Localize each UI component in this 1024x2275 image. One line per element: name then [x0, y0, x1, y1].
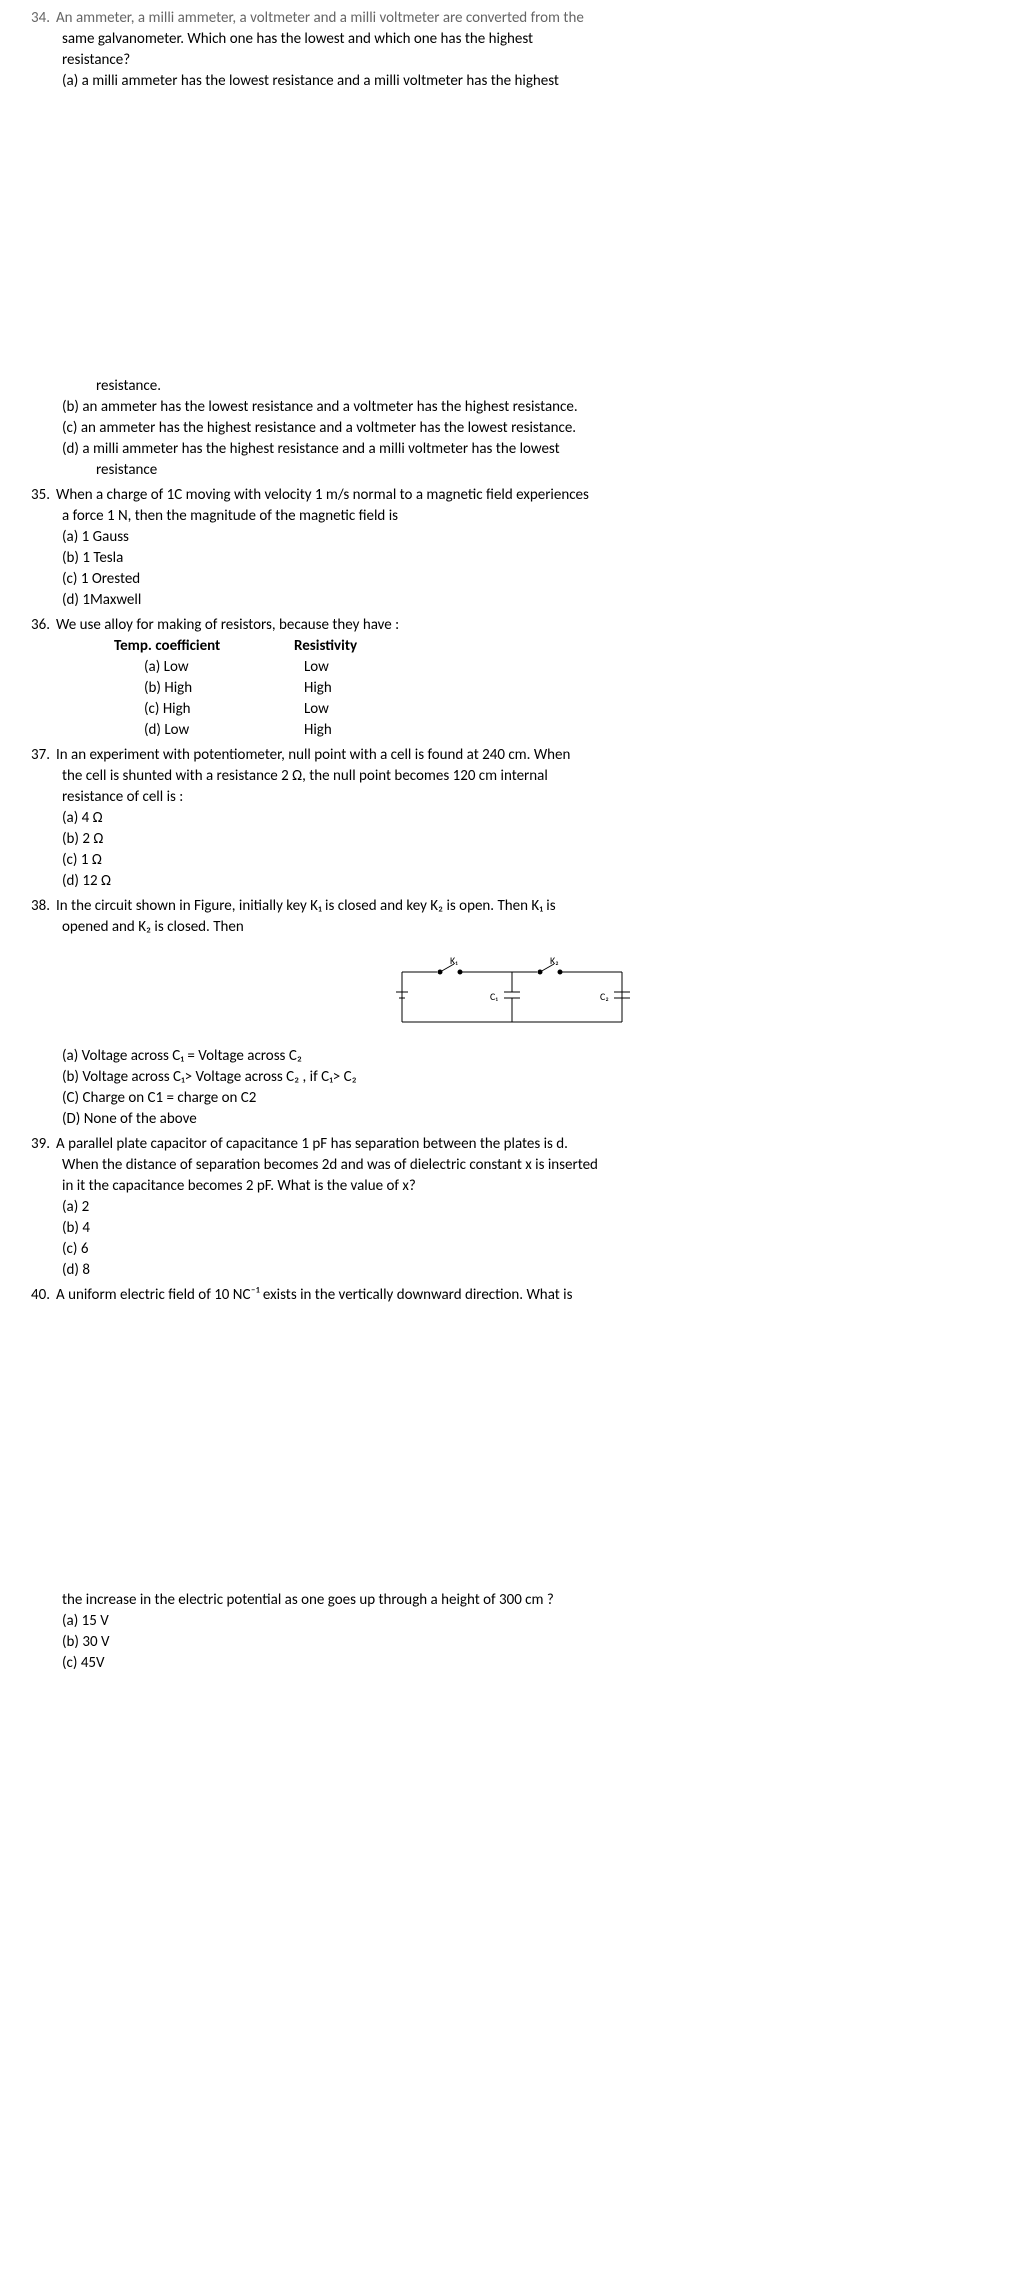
q36-row-b-c1: (b) High [114, 678, 294, 699]
q37-text-line1: In an experiment with potentiometer, nul… [56, 745, 1000, 766]
question-34: 34. An ammeter, a milli ammeter, a voltm… [24, 8, 1000, 92]
q35-number: 35. [24, 485, 56, 506]
q39-option-a: (a) 2 [62, 1197, 1000, 1218]
q40-text-line2: the increase in the electric potential a… [62, 1590, 1000, 1611]
q37-option-a: (a) 4 Ω [62, 808, 1000, 829]
q36-header-1: Temp. coefficient [114, 636, 294, 657]
q38-option-b: (b) Voltage across C₁> Voltage across C₂… [62, 1067, 1000, 1088]
q39-text-line1: A parallel plate capacitor of capacitanc… [56, 1134, 1000, 1155]
q37-option-d: (d) 12 Ω [62, 871, 1000, 892]
q36-row-c-c1: (c) High [114, 699, 294, 720]
circuit-diagram-icon: K₁ K₂ C₁ C₂ [382, 952, 642, 1032]
page-gap-2 [24, 1310, 1000, 1590]
q35-option-c: (c) 1 Orested [62, 569, 1000, 590]
q34-text-line2: same galvanometer. Which one has the low… [62, 29, 1000, 50]
q34-number: 34. [24, 8, 56, 29]
q40-option-c: (c) 45V [62, 1653, 1000, 1674]
q39-text-line3: in it the capacitance becomes 2 pF. What… [62, 1176, 1000, 1197]
q38-text-line2: opened and K₂ is closed. Then [62, 917, 1000, 938]
q39-option-b: (b) 4 [62, 1218, 1000, 1239]
question-40: 40. A uniform electric field of 10 NC⁻¹ … [24, 1285, 1000, 1306]
q34-option-a: (a) a milli ammeter has the lowest resis… [62, 71, 1000, 92]
q36-row-b-c2: High [294, 678, 434, 699]
q37-option-b: (b) 2 Ω [62, 829, 1000, 850]
question-38: 38. In the circuit shown in Figure, init… [24, 896, 1000, 1130]
question-34-continued: resistance. (b) an ammeter has the lowes… [24, 376, 1000, 481]
q40-option-a: (a) 15 V [62, 1611, 1000, 1632]
q34-option-d-cont: resistance [96, 460, 1000, 481]
q35-option-d: (d) 1Maxwell [62, 590, 1000, 611]
q36-row-c-c2: Low [294, 699, 434, 720]
q34-option-a-cont: resistance. [96, 376, 1000, 397]
q38-number: 38. [24, 896, 56, 917]
q36-number: 36. [24, 615, 56, 636]
fig-label-k2: K₂ [550, 954, 559, 967]
q37-text-line2: the cell is shunted with a resistance 2 … [62, 766, 1000, 787]
q36-header-2: Resistivity [294, 636, 434, 657]
question-37: 37. In an experiment with potentiometer,… [24, 745, 1000, 892]
q40-text-line1: A uniform electric field of 10 NC⁻¹ exis… [56, 1285, 1000, 1306]
fig-label-k1: K₁ [450, 954, 458, 967]
q36-row-a-c1: (a) Low [114, 657, 294, 678]
q34-option-d: (d) a milli ammeter has the highest resi… [62, 439, 1000, 460]
q38-figure: K₁ K₂ C₁ C₂ [24, 952, 1000, 1032]
page-gap-1 [24, 96, 1000, 376]
q38-text-line1: In the circuit shown in Figure, initiall… [56, 896, 1000, 917]
q36-row-d-c2: High [294, 720, 434, 741]
q39-number: 39. [24, 1134, 56, 1155]
q37-number: 37. [24, 745, 56, 766]
q35-text-line2: a force 1 N, then the magnitude of the m… [62, 506, 1000, 527]
q37-text-line3: resistance of cell is : [62, 787, 1000, 808]
q34-text-line1: An ammeter, a milli ammeter, a voltmeter… [56, 8, 1000, 29]
q34-option-b: (b) an ammeter has the lowest resistance… [62, 397, 1000, 418]
fig-label-c1: C₁ [490, 990, 498, 1003]
q35-text-line1: When a charge of 1C moving with velocity… [56, 485, 1000, 506]
q39-option-c: (c) 6 [62, 1239, 1000, 1260]
q36-table: Temp. coefficient Resistivity (a) Low Lo… [114, 636, 1000, 741]
question-35: 35. When a charge of 1C moving with velo… [24, 485, 1000, 611]
q34-option-c: (c) an ammeter has the highest resistanc… [62, 418, 1000, 439]
q37-option-c: (c) 1 Ω [62, 850, 1000, 871]
q39-option-d: (d) 8 [62, 1260, 1000, 1281]
q40-option-b: (b) 30 V [62, 1632, 1000, 1653]
question-36: 36. We use alloy for making of resistors… [24, 615, 1000, 741]
question-40-continued: the increase in the electric potential a… [24, 1590, 1000, 1674]
fig-label-c2: C₂ [600, 990, 609, 1003]
q35-option-b: (b) 1 Tesla [62, 548, 1000, 569]
q38-option-c: (C) Charge on C1 = charge on C2 [62, 1088, 1000, 1109]
q36-text: We use alloy for making of resistors, be… [56, 615, 1000, 636]
q38-option-d: (D) None of the above [62, 1109, 1000, 1130]
q35-option-a: (a) 1 Gauss [62, 527, 1000, 548]
q40-number: 40. [24, 1285, 56, 1306]
q34-text-line3: resistance? [62, 50, 1000, 71]
question-39: 39. A parallel plate capacitor of capaci… [24, 1134, 1000, 1281]
q36-row-d-c1: (d) Low [114, 720, 294, 741]
q38-option-a: (a) Voltage across C₁ = Voltage across C… [62, 1046, 1000, 1067]
q39-text-line2: When the distance of separation becomes … [62, 1155, 1000, 1176]
q36-row-a-c2: Low [294, 657, 434, 678]
